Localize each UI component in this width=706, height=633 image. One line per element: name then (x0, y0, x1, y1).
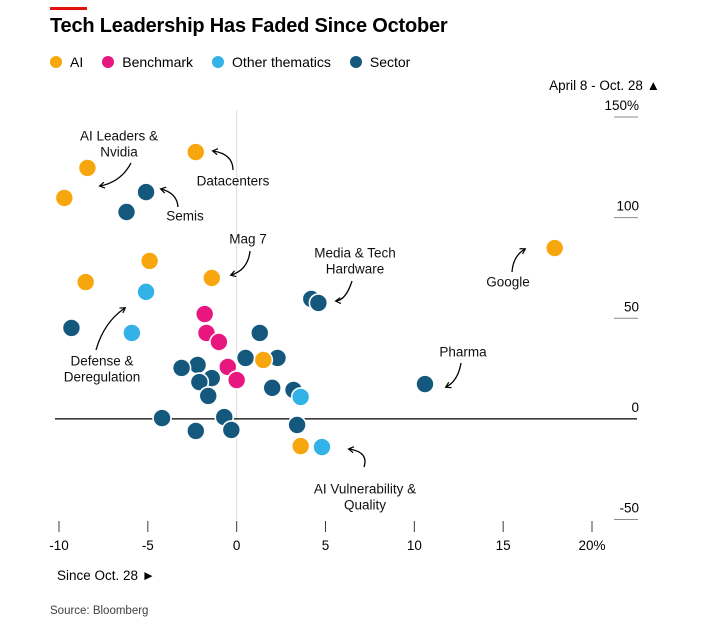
legend-label-other-thematics: Other thematics (232, 54, 331, 70)
annotation-arrow (229, 250, 251, 278)
annotation-label: Media & Tech (314, 246, 396, 261)
legend-dot-benchmark-icon (102, 56, 115, 68)
legend-dot-sector-icon (349, 56, 362, 68)
y-tick-label: -50 (619, 501, 639, 516)
data-point-sector[interactable] (249, 323, 270, 343)
data-point-benchmark[interactable] (194, 304, 215, 324)
annotation-label: Hardware (326, 262, 385, 277)
data-point-ai[interactable] (186, 142, 206, 162)
data-point-sector[interactable] (198, 386, 219, 406)
annotation-arrow (511, 248, 527, 273)
x-tick-label: -5 (142, 538, 154, 553)
x-tick-label: 10 (407, 538, 422, 553)
legend-item-benchmark[interactable]: Benchmark (102, 54, 193, 70)
annotation-arrow (334, 280, 353, 305)
data-point-other-thematics[interactable] (136, 282, 156, 302)
legend-item-ai[interactable]: AI (50, 54, 83, 70)
x-tick-label: -10 (49, 538, 69, 553)
y-tick-label: 0 (631, 400, 639, 415)
data-point-sector[interactable] (308, 293, 329, 313)
data-point-sector[interactable] (152, 408, 172, 428)
data-point-sector[interactable] (415, 374, 435, 394)
page-title: Tech Leadership Has Faded Since October (50, 15, 448, 37)
annotation-label: Mag 7 (229, 232, 267, 247)
data-point-sector[interactable] (221, 420, 242, 440)
data-point-sector[interactable] (61, 318, 82, 338)
data-point-ai[interactable] (290, 436, 311, 456)
annotation-label: Datacenters (197, 174, 270, 189)
data-point-other-thematics[interactable] (312, 437, 332, 457)
x-axis-title: Since Oct. 28 ► (57, 568, 156, 583)
data-point-sector[interactable] (287, 415, 307, 435)
annotation-label: Pharma (439, 345, 487, 360)
accent-bar (50, 7, 87, 10)
x-tick-label: 15 (496, 538, 511, 553)
data-point-sector[interactable] (235, 348, 256, 368)
x-tick-label: 20% (578, 538, 605, 553)
annotation-arrow (444, 362, 462, 389)
annotation-label: Nvidia (100, 145, 138, 160)
legend-item-sector[interactable]: Sector (349, 54, 411, 70)
data-point-ai[interactable] (139, 251, 160, 271)
annotation-label: Google (486, 275, 530, 290)
annotation-label: Semis (166, 209, 204, 224)
legend-dot-ai-icon (50, 56, 62, 68)
data-point-ai[interactable] (77, 158, 98, 178)
x-tick-label: 0 (233, 538, 241, 553)
legend-label-sector: Sector (369, 54, 411, 70)
data-point-ai[interactable] (75, 272, 96, 292)
data-point-sector[interactable] (186, 421, 206, 441)
data-point-sector[interactable] (136, 182, 156, 202)
data-point-sector[interactable] (187, 355, 208, 375)
x-tick-label: 5 (322, 538, 330, 553)
data-point-other-thematics[interactable] (122, 323, 142, 343)
data-point-sector[interactable] (262, 378, 283, 398)
annotation-arrow (98, 162, 132, 189)
legend-label-benchmark: Benchmark (122, 54, 194, 70)
y-axis-title: April 8 - Oct. 28 ▲ (549, 78, 660, 93)
data-point-sector[interactable] (116, 202, 137, 222)
data-point-ai[interactable] (54, 188, 75, 208)
data-point-ai[interactable] (201, 268, 222, 288)
annotation-arrow (95, 307, 127, 351)
data-point-benchmark[interactable] (226, 370, 247, 390)
legend-label-ai: AI (70, 54, 84, 70)
annotation-arrow (211, 148, 234, 171)
y-tick-label: 100 (616, 199, 639, 214)
data-point-other-thematics[interactable] (290, 387, 311, 407)
legend-item-other-thematics[interactable]: Other thematics (212, 54, 331, 70)
data-point-ai[interactable] (253, 350, 274, 370)
data-point-sector[interactable] (189, 372, 210, 392)
annotation-label: Defense & (70, 354, 133, 369)
source-note: Source: Bloomberg (50, 605, 149, 617)
data-point-benchmark[interactable] (209, 332, 229, 352)
annotation-arrow (159, 186, 179, 208)
data-point-ai[interactable] (544, 238, 565, 258)
y-tick-label: 50 (624, 299, 639, 314)
legend: AI Benchmark Other thematics Sector (50, 54, 410, 70)
annotation-label: AI Vulnerability & (314, 482, 416, 497)
data-point-sector[interactable] (171, 358, 192, 378)
annotation-label: Deregulation (64, 370, 141, 385)
annotation-arrow (347, 446, 366, 468)
annotation-label: AI Leaders & (80, 129, 158, 144)
y-tick-label: 150% (604, 98, 639, 113)
annotation-label: Quality (344, 498, 386, 513)
legend-dot-other-thematics-icon (212, 56, 225, 68)
